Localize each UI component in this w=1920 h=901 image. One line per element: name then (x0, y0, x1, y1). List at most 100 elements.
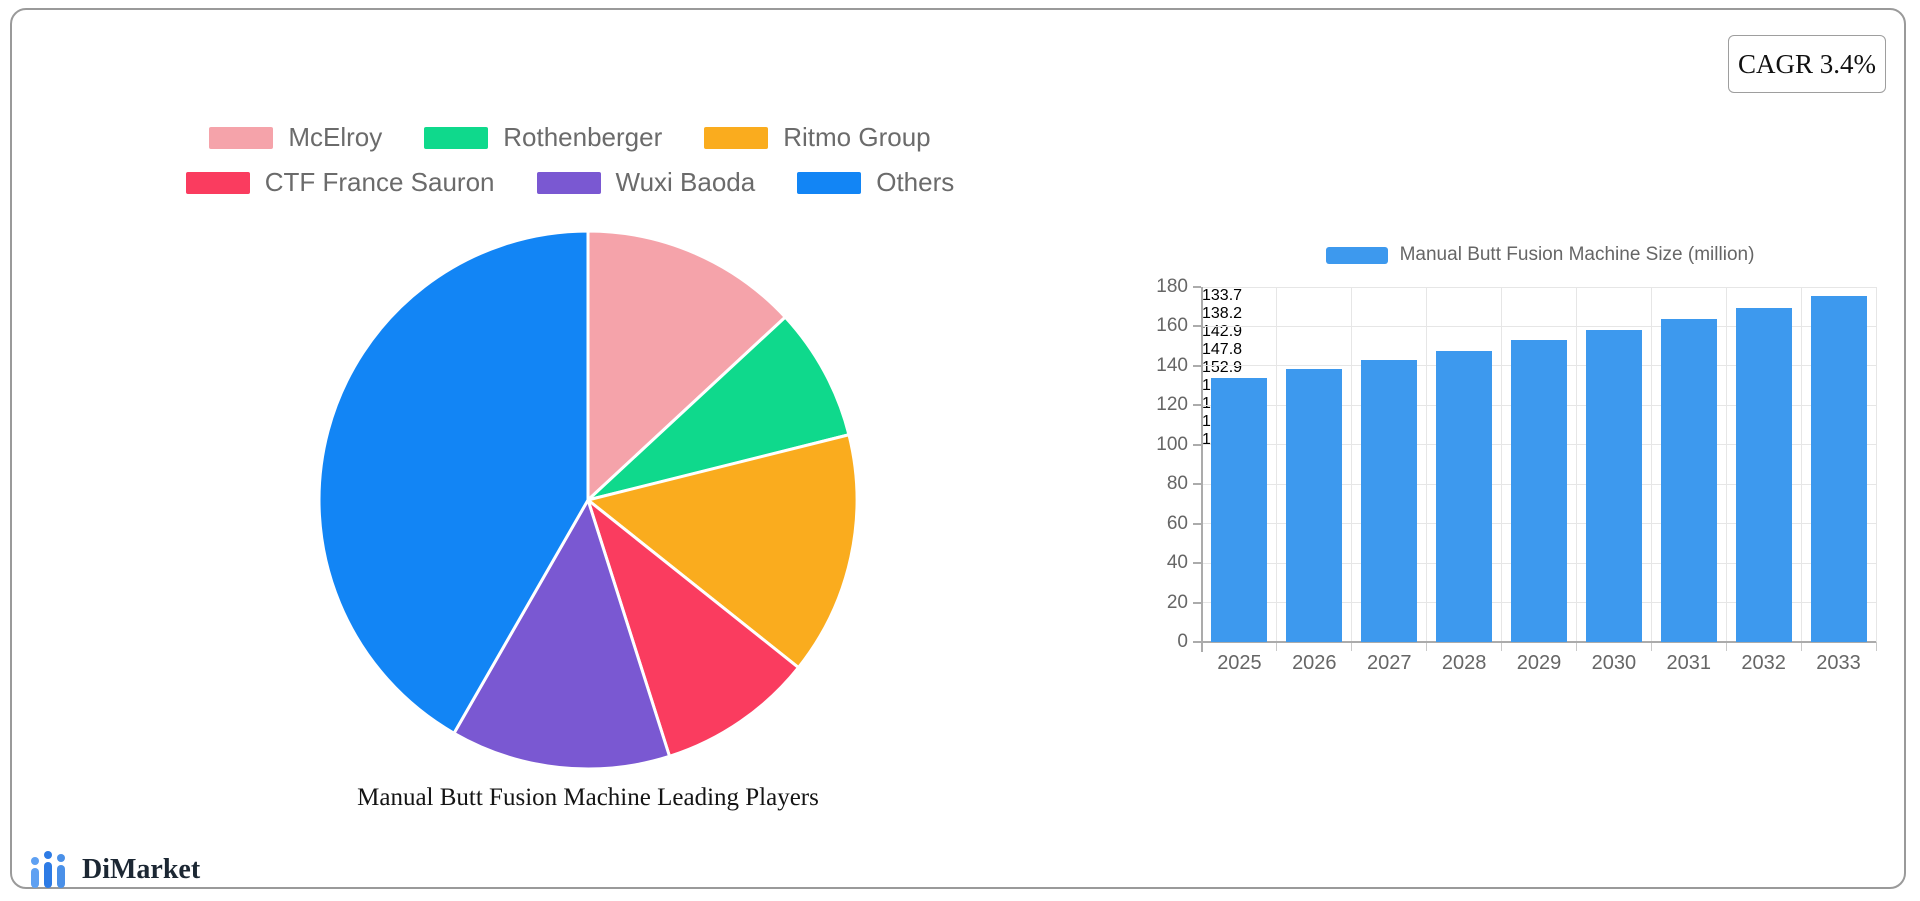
brand-logo: DiMarket (30, 850, 200, 890)
gridline-v-7 (1725, 287, 1727, 642)
y-tick-label-160: 160 (1156, 315, 1188, 337)
pie-legend-row-1: McElroy Rothenberger Ritmo Group (209, 122, 931, 153)
legend-label-others: Others (876, 167, 955, 197)
legend-item-rothenberger: Rothenberger (424, 122, 662, 153)
bar-value-label-2026: 138.2 (1202, 305, 1243, 322)
pie-chart-svg (317, 229, 859, 771)
y-tick-label-120: 120 (1156, 394, 1188, 416)
x-tick-label-2027: 2027 (1366, 652, 1412, 674)
bar-value-label-2025: 133.7 (1202, 287, 1243, 304)
y-tick-label-40: 40 (1166, 552, 1188, 574)
x-axis-line (1202, 641, 1876, 643)
legend-label-rothenberger: Rothenberger (503, 122, 663, 152)
x-tick-label-2030: 2030 (1591, 652, 1637, 674)
bar-value-label-2028: 147.8 (1202, 341, 1243, 358)
bar-value-label-2029: 152.9 (1202, 359, 1243, 376)
cagr-label: CAGR 3.4% (1737, 48, 1876, 79)
y-tick-label-60: 60 (1166, 512, 1188, 534)
bar-legend-swatch (1325, 246, 1388, 264)
y-axis-tick-60 (1193, 522, 1201, 525)
y-axis-tick-0 (1193, 641, 1201, 643)
chart-bars-icon (31, 851, 65, 888)
legend-label-mcelroy: McElroy (288, 122, 383, 152)
legend-label-wuxi-baoda: Wuxi Baoda (615, 167, 756, 197)
legend-swatch-ritmo-group (704, 126, 769, 149)
card-border (10, 8, 1906, 889)
legend-item-wuxi-baoda: Wuxi Baoda (536, 167, 756, 198)
legend-swatch-ctf-france-sauron (185, 171, 250, 194)
gridline-h-180 (1202, 286, 1876, 288)
bar-2029 (1511, 340, 1567, 642)
bar-value-label-2027: 142.9 (1202, 323, 1243, 340)
legend-swatch-others (797, 171, 862, 194)
gridline-v-8 (1800, 287, 1802, 642)
bar-legend: Manual Butt Fusion Machine Size (million… (1202, 242, 1878, 268)
gridline-v-5 (1575, 287, 1577, 642)
x-axis-tick-6 (1650, 642, 1652, 651)
brand-name: DiMarket (82, 854, 201, 885)
x-axis-tick-8 (1800, 642, 1802, 651)
gridline-v-2 (1351, 287, 1353, 642)
pie-title: Manual Butt Fusion Machine Leading Playe… (357, 784, 819, 811)
pie-slice-mcelroy (586, 229, 787, 502)
bar-2030 (1585, 329, 1642, 642)
y-tick-label-100: 100 (1156, 433, 1188, 455)
legend-item-ctf-france-sauron: CTF France Sauron (185, 167, 495, 198)
y-tick-label-180: 180 (1156, 276, 1188, 297)
gridline-v-4 (1501, 287, 1503, 642)
bar-2025 (1211, 378, 1268, 642)
x-tick-label-2025: 2025 (1217, 652, 1262, 674)
y-tick-label-80: 80 (1166, 473, 1188, 495)
y-tick-label-20: 20 (1166, 591, 1188, 613)
y-tick-label-0: 0 (1177, 631, 1188, 652)
legend-label-ctf-france-sauron: CTF France Sauron (264, 167, 495, 197)
bar-legend-label: Manual Butt Fusion Machine Size (million… (1399, 244, 1755, 265)
y-tick-label-140: 140 (1156, 354, 1188, 376)
bar-2033 (1810, 296, 1867, 642)
legend-label-ritmo-group: Ritmo Group (783, 122, 931, 152)
bar-2032 (1735, 307, 1792, 642)
bar-2027 (1361, 360, 1418, 642)
x-axis-tick-9 (1875, 642, 1877, 651)
y-axis-tick-20 (1193, 601, 1201, 604)
bar-2031 (1660, 319, 1717, 642)
legend-item-others: Others (797, 167, 954, 198)
bar-plot: 0 20 40 60 80 100 120 140 160 180 133.7 2025 138.2 20… (1156, 276, 1877, 674)
pie-slice-others (317, 229, 590, 735)
legend-item-ritmo-group: Ritmo Group (704, 122, 931, 153)
pie-legend-row-2: CTF France Sauron Wuxi Baoda Others (185, 167, 954, 198)
x-tick-label-2033: 2033 (1816, 652, 1861, 674)
x-tick-label-2026: 2026 (1292, 652, 1337, 674)
gridline-v-1 (1276, 287, 1278, 642)
y-axis-tick-120 (1193, 404, 1201, 407)
pie-legend: McElroy Rothenberger Ritmo Group CTF France… (20, 122, 1120, 198)
x-tick-label-2031: 2031 (1666, 652, 1712, 674)
y-axis-tick-40 (1193, 562, 1201, 565)
pie-slice-wuxi-baoda (452, 498, 672, 771)
y-axis-tick-80 (1193, 483, 1201, 486)
gridline-h-160 (1202, 325, 1876, 327)
pie-slice-rothenberger (586, 315, 851, 502)
x-axis-tick-1 (1276, 642, 1278, 651)
pie-slice-ritmo-group (586, 433, 859, 670)
y-axis-line (1201, 287, 1203, 652)
x-axis-tick-3 (1426, 642, 1428, 651)
cagr-badge: CAGR 3.4% (1728, 35, 1886, 93)
bar-2028 (1436, 350, 1493, 642)
x-axis-tick-4 (1501, 642, 1503, 651)
gridline-v-6 (1650, 287, 1652, 642)
x-axis-tick-7 (1725, 642, 1727, 651)
bar-2026 (1286, 369, 1343, 642)
y-axis-tick-180 (1193, 286, 1201, 288)
gridline-v-3 (1426, 287, 1428, 642)
y-axis-tick-100 (1193, 443, 1201, 446)
x-tick-label-2032: 2032 (1741, 652, 1786, 674)
y-axis-tick-160 (1193, 325, 1201, 328)
x-tick-label-2028: 2028 (1441, 652, 1487, 674)
x-axis-tick-2 (1351, 642, 1353, 651)
x-tick-label-2029: 2029 (1516, 652, 1562, 674)
pie-slice-ctf-france-sauron (586, 498, 800, 758)
legend-swatch-wuxi-baoda (536, 171, 601, 194)
y-axis-tick-140 (1193, 364, 1201, 367)
